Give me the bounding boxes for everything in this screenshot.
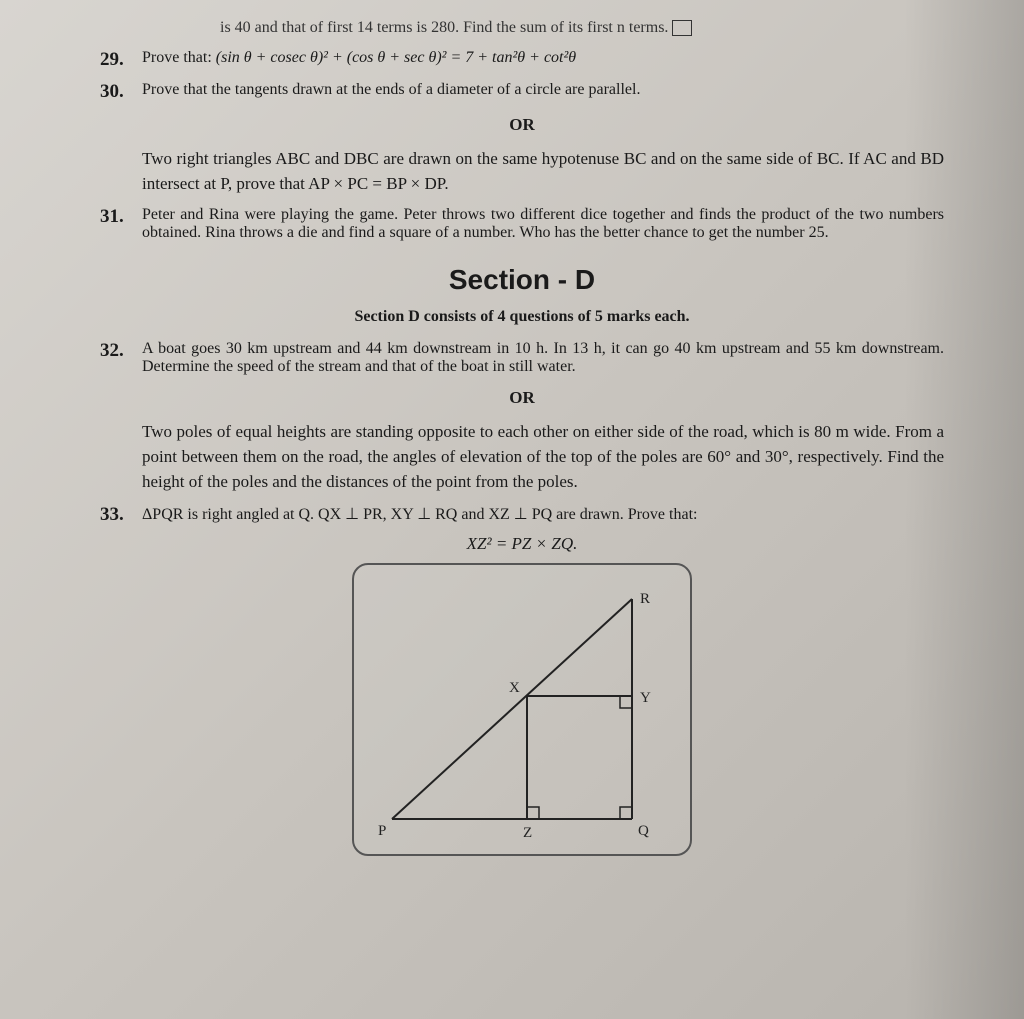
svg-text:Z: Z <box>523 825 532 839</box>
q32-alt: Two poles of equal heights are standing … <box>142 420 944 494</box>
q29-formula: (sin θ + cosec θ)² + (cos θ + sec θ)² = … <box>216 49 576 66</box>
question-33: 33. ΔPQR is right angled at Q. QX ⊥ PR, … <box>100 504 944 526</box>
top-fragment: is 40 and that of first 14 terms is 280.… <box>220 19 668 36</box>
icon-box <box>672 20 692 36</box>
q29-number: 29. <box>100 49 142 71</box>
q33-text: ΔPQR is right angled at Q. QX ⊥ PR, XY ⊥… <box>142 504 944 526</box>
q33-figure: P Q R X Y Z <box>100 563 944 856</box>
question-32: 32. A boat goes 30 km upstream and 44 km… <box>100 340 944 376</box>
q32-text: A boat goes 30 km upstream and 44 km dow… <box>142 340 944 376</box>
q30-alt: Two right triangles ABC and DBC are draw… <box>142 147 944 196</box>
q30-number: 30. <box>100 81 142 103</box>
figure-frame: P Q R X Y Z <box>352 563 692 856</box>
section-d-subtitle: Section D consists of 4 questions of 5 m… <box>100 308 944 326</box>
svg-text:Y: Y <box>640 690 651 706</box>
q32-number: 32. <box>100 340 142 376</box>
q32-or: OR <box>100 388 944 408</box>
triangle-diagram: P Q R X Y Z <box>372 579 672 839</box>
question-31: 31. Peter and Rina were playing the game… <box>100 206 944 242</box>
question-30: 30. Prove that the tangents drawn at the… <box>100 81 944 103</box>
q33-formula: XZ² = PZ × ZQ. <box>100 532 944 557</box>
svg-text:R: R <box>640 591 650 607</box>
question-29: 29. Prove that: (sin θ + cosec θ)² + (co… <box>100 49 944 71</box>
svg-text:P: P <box>378 823 386 839</box>
q33-number: 33. <box>100 504 142 526</box>
q31-text: Peter and Rina were playing the game. Pe… <box>142 206 944 242</box>
svg-text:X: X <box>509 680 520 696</box>
q31-number: 31. <box>100 206 142 242</box>
q29-text: Prove that: <box>142 49 216 66</box>
q30-or: OR <box>100 115 944 135</box>
svg-text:Q: Q <box>638 823 649 839</box>
section-d-title: Section - D <box>100 264 944 296</box>
q30-text: Prove that the tangents drawn at the end… <box>142 81 944 103</box>
